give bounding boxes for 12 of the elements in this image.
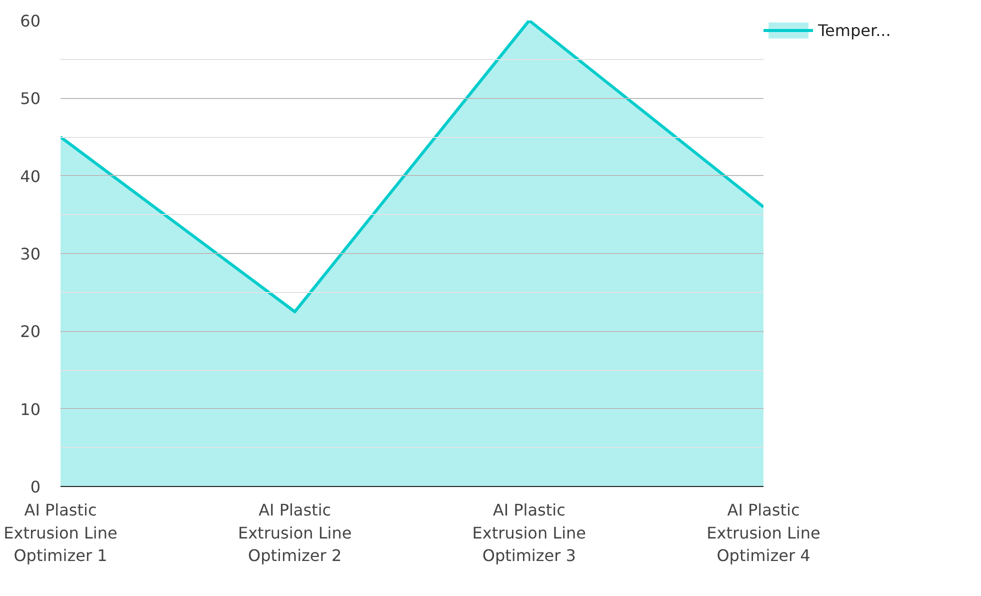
x-tick-label: AI Plastic Extrusion Line Optimizer 2 — [238, 500, 352, 566]
x-tick-label: AI Plastic Extrusion Line Optimizer 1 — [4, 500, 118, 566]
y-tick-label: 10 — [20, 400, 40, 419]
y-tick-label: 40 — [20, 166, 40, 186]
x-tick-label: AI Plastic Extrusion Line Optimizer 4 — [706, 500, 820, 566]
y-tick-label: 50 — [20, 89, 40, 108]
legend-label: Temper... — [818, 20, 892, 40]
y-tick-label: 0 — [30, 478, 41, 496]
x-tick-label: AI Plastic Extrusion Line Optimizer 3 — [472, 500, 586, 566]
y-tick-label: 20 — [20, 322, 40, 342]
y-tick-label: 30 — [20, 244, 40, 264]
y-tick-label: 60 — [20, 12, 40, 30]
